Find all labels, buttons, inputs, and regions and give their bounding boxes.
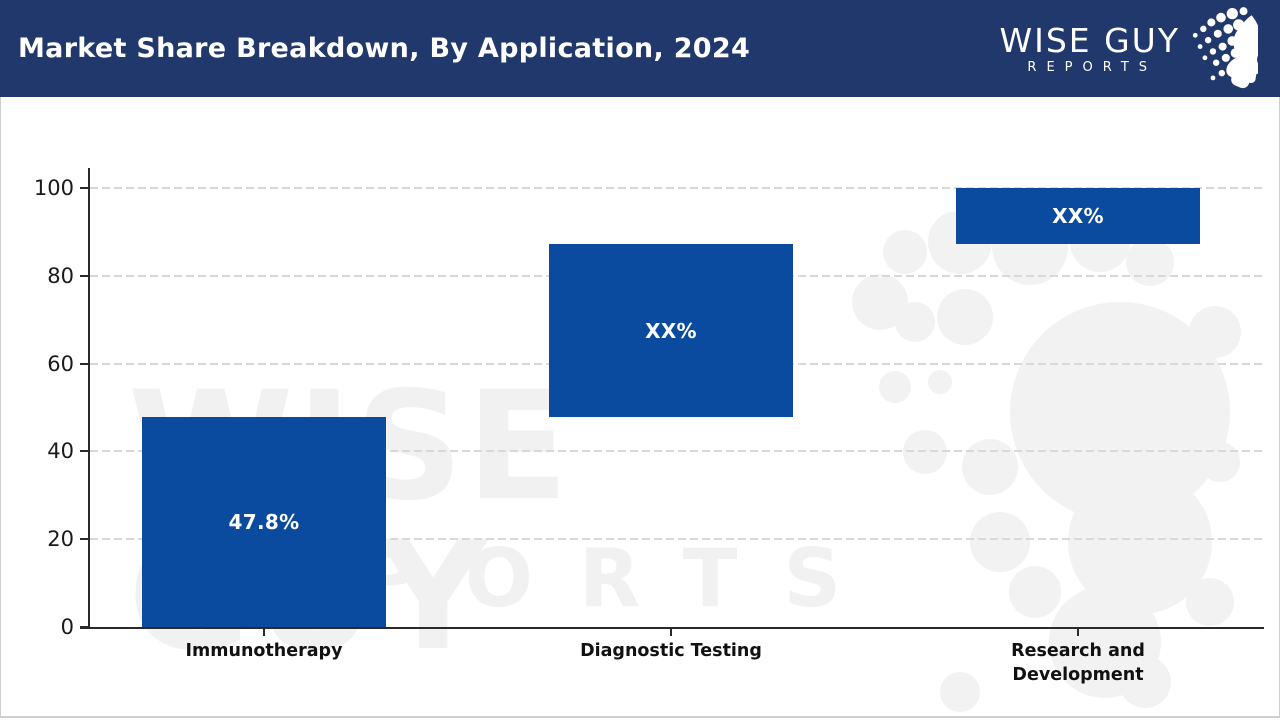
chart-title: Market Share Breakdown, By Application, … [18,33,751,64]
y-tick-label-0: 0 [60,615,74,639]
y-tick-label-80: 80 [47,263,74,288]
gridline-40 [90,450,1264,453]
wiseguy-logo-text: WISE GUY REPORTS [999,24,1180,74]
x-tick-2 [670,629,672,636]
y-tick-20 [80,538,88,541]
bar-value-label: XX% [645,318,697,343]
x-tick-3 [1077,629,1079,636]
y-tick-label-20: 20 [47,527,74,552]
chart-bar-3: XX% [956,188,1200,245]
header-bar: Market Share Breakdown, By Application, … [0,0,1280,97]
y-axis-line [88,168,90,629]
y-tick-label-100: 100 [33,176,74,200]
x-axis-label-2: Diagnostic Testing [580,641,762,661]
logo-subtitle: REPORTS [1027,59,1158,75]
x-axis-line [80,627,1264,629]
wiseguy-logo: WISE GUY REPORTS [999,6,1258,92]
x-axis-label-1: Immunotherapy [185,641,343,661]
bar-value-label: 47.8% [228,510,300,535]
y-tick-0 [80,626,88,628]
y-tick-label-60: 60 [47,351,74,376]
gridline-20 [90,538,1264,541]
x-tick-1 [263,629,265,636]
left-border [0,97,1,717]
x-axis-label-3: Research and Development [1011,641,1145,685]
y-tick-label-40: 40 [47,439,74,464]
bar-value-label: XX% [1052,204,1104,229]
y-tick-40 [80,450,88,453]
bottom-border [0,716,1280,718]
y-tick-100 [80,187,88,189]
y-tick-60 [80,362,88,365]
logo-name: WISE GUY [999,20,1180,60]
chart-bar-1: 47.8% [142,417,386,627]
chart-bar-2: XX% [549,244,793,418]
gridline-100 [90,187,1264,189]
y-tick-80 [80,274,88,277]
wiseguy-head-icon [1192,6,1258,88]
